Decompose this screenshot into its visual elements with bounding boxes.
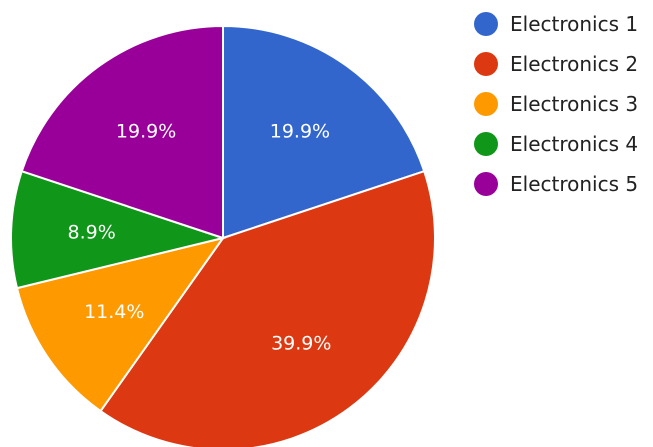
pie-slice-label-4: 8.9%	[68, 222, 116, 244]
pie-slice-3	[15, 236, 226, 413]
legend-swatch-5	[474, 172, 498, 196]
legend-item-2: Electronics 2	[474, 46, 638, 82]
legend-swatch-4	[474, 132, 498, 156]
pie-slice-labels: 19.9% 39.9% 11.4% 8.9% 19.9%	[68, 120, 332, 354]
legend-item-4: Electronics 4	[474, 126, 638, 162]
pie-slice-label-2: 39.9%	[271, 333, 331, 355]
pie-slice-4	[10, 169, 227, 290]
legend-swatch-3	[474, 92, 498, 116]
legend-item-5: Electronics 5	[474, 166, 638, 202]
legend-label-5: Electronics 5	[510, 172, 639, 196]
pie-chart: 19.9% 39.9% 11.4% 8.9% 19.9%	[10, 24, 436, 447]
legend-swatch-2	[474, 52, 498, 76]
legend-label-4: Electronics 4	[510, 132, 639, 156]
legend-item-1: Electronics 1	[474, 6, 638, 42]
pie-slice-label-3: 11.4%	[84, 301, 144, 323]
legend-label-3: Electronics 3	[510, 92, 639, 116]
legend-item-3: Electronics 3	[474, 86, 638, 122]
pie-slice-label-5: 19.9%	[116, 120, 176, 142]
pie-slice-2	[99, 169, 436, 447]
legend-swatch-1	[474, 12, 498, 36]
pie-slice-1	[222, 24, 426, 240]
pie-slice-label-1: 19.9%	[270, 120, 330, 142]
pie-slices	[10, 24, 436, 447]
legend-label-2: Electronics 2	[510, 52, 639, 76]
pie-slice-5	[20, 24, 224, 240]
legend-label-1: Electronics 1	[510, 12, 639, 36]
legend: Electronics 1 Electronics 2 Electronics 3 E…	[474, 6, 638, 202]
